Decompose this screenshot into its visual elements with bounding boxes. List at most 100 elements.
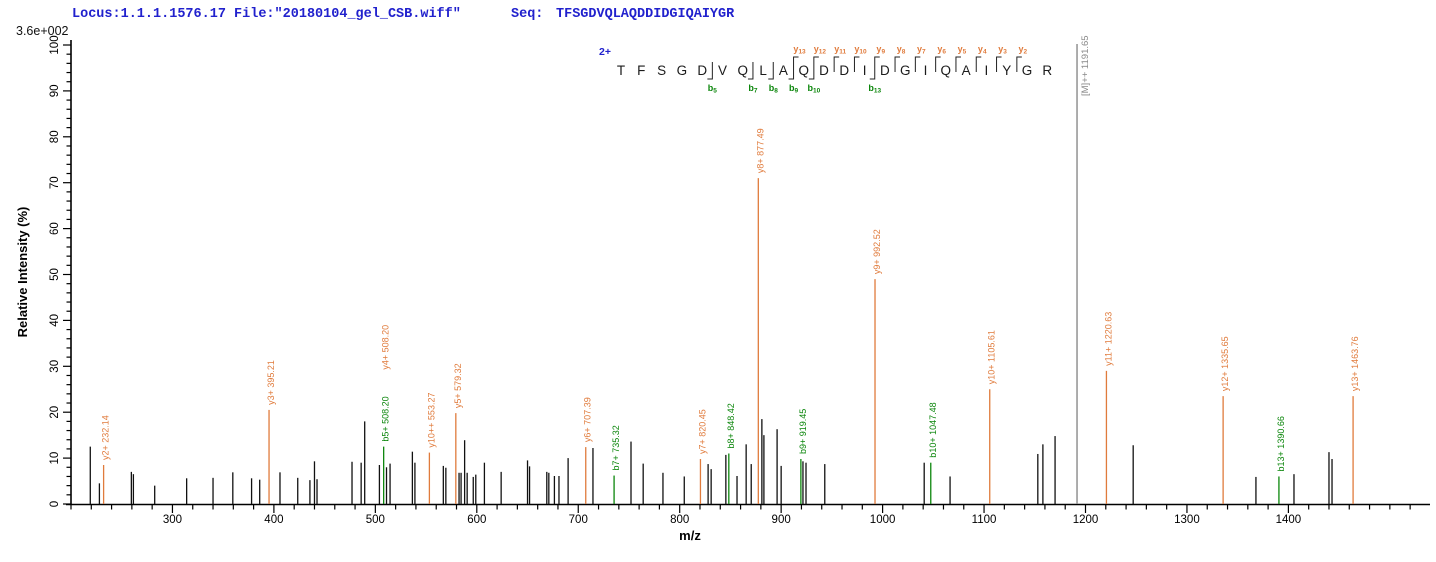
peak-label: b7+ 735.32 xyxy=(611,425,621,470)
peak-label: y10+ 1105.61 xyxy=(987,330,997,384)
cleavage-mark xyxy=(707,62,713,80)
peak-label: y8+ 877.49 xyxy=(755,128,765,173)
y-tick-label: 80 xyxy=(49,130,61,143)
x-tick-label: 1400 xyxy=(1276,514,1302,526)
residue-1: T xyxy=(617,63,625,78)
x-tick-label: 900 xyxy=(772,514,791,526)
y-ion-label-y7: y7 xyxy=(917,44,926,56)
residue-13: I xyxy=(863,63,867,78)
peak-label: y2+ 232.14 xyxy=(101,415,111,460)
peaks: [M]++ 1191.65 y2+ 232.14 y3+ 395.21 b5+ 508… xyxy=(89,35,1360,504)
peak-label: y13+ 1463.76 xyxy=(1350,336,1360,391)
residue-14: D xyxy=(880,63,890,78)
x-axis-title: m/z xyxy=(679,528,701,543)
locus-file-text: Locus:1.1.1.1576.17 File:"20180104_gel_C… xyxy=(72,7,461,22)
residue-2: F xyxy=(637,63,645,78)
b-ion-label-b5: b5 xyxy=(708,83,718,95)
residue-17: Q xyxy=(941,63,952,78)
peak-label: y11+ 1220.63 xyxy=(1103,312,1113,366)
seq-label: Seq: xyxy=(511,7,544,22)
charge-state-label: 2+ xyxy=(599,46,611,58)
cleavage-mark xyxy=(1016,56,1022,72)
residue-8: L xyxy=(759,63,767,78)
y-ion-label-y13: y13 xyxy=(793,44,806,56)
intensity-scale-label: 3.6e+002 xyxy=(16,24,69,38)
b-ion-label-b7: b7 xyxy=(748,83,758,95)
residue-3: S xyxy=(657,63,666,78)
y-ion-label-y6: y6 xyxy=(937,44,946,56)
residue-21: G xyxy=(1022,63,1033,78)
y-tick-label: 50 xyxy=(49,268,61,281)
y-tick-label: 10 xyxy=(49,452,61,465)
peak-label: y5+ 579.32 xyxy=(453,363,463,408)
axes: 300 400 500 600 700 800 900 1000 1100 1200 1300 140… xyxy=(15,35,1430,543)
peak-label: b13+ 1390.66 xyxy=(1276,416,1286,471)
peak-label: y12+ 1335.65 xyxy=(1220,336,1230,391)
seq-value: TFSGDVQLAQDDIDGIQAIYGR xyxy=(556,7,735,22)
peak-label: b9+ 919.45 xyxy=(798,409,808,454)
b-ion-label-b8: b8 xyxy=(769,83,779,95)
cleavage-mark xyxy=(996,56,1002,72)
y-ion-label-y5: y5 xyxy=(958,44,967,56)
cleavage-mark xyxy=(975,56,982,72)
peak-label: b8+ 848.42 xyxy=(726,403,736,448)
residue-20: Y xyxy=(1002,63,1011,78)
residue-16: I xyxy=(924,63,928,78)
x-tick-label: 700 xyxy=(569,514,588,526)
y-tick-label: 30 xyxy=(49,360,61,373)
cleavage-mark xyxy=(869,56,880,80)
cleavage-mark xyxy=(808,56,819,80)
y-ion-label-y9: y9 xyxy=(876,44,885,56)
x-tick-label: 600 xyxy=(467,514,486,526)
peak-label: y10++ 553.27 xyxy=(426,393,436,448)
cleavage-mark xyxy=(853,56,860,72)
residue-6: V xyxy=(718,63,727,78)
b-ion-label-b13: b13 xyxy=(868,83,881,95)
cleavage-mark xyxy=(788,56,799,80)
y-ion-label-y11: y11 xyxy=(834,44,846,56)
y-ion-label-y4: y4 xyxy=(978,44,987,56)
peak-label: y6+ 707.39 xyxy=(583,397,593,442)
x-tick-label: 400 xyxy=(264,514,283,526)
x-tick-label: 500 xyxy=(366,514,385,526)
y-tick-label: 70 xyxy=(49,176,61,189)
cleavage-mark xyxy=(768,62,774,80)
peak-label: y3+ 395.21 xyxy=(266,360,276,405)
x-tick-label: 800 xyxy=(670,514,689,526)
y-ion-label-y3: y3 xyxy=(998,44,1007,56)
residue-15: G xyxy=(900,63,911,78)
cleavage-mark xyxy=(935,56,941,72)
cleavage-mark xyxy=(914,56,921,72)
peak-label: b10+ 1047.48 xyxy=(928,402,938,457)
x-tick-label: 1100 xyxy=(972,514,997,526)
peak-label-stacked: y4+ 508.20 xyxy=(381,325,391,370)
x-tick-label: 1000 xyxy=(870,514,896,526)
precursor-label: [M]++ 1191.65 xyxy=(1080,35,1091,96)
y-tick-label: 40 xyxy=(49,314,61,327)
x-tick-label: 1300 xyxy=(1174,514,1200,526)
x-tick-label: 300 xyxy=(163,514,182,526)
residue-19: I xyxy=(985,63,989,78)
y-axis-title: Relative Intensity (%) xyxy=(15,207,30,338)
y-tick-label: 60 xyxy=(49,222,61,235)
y-ion-label-y10: y10 xyxy=(854,44,867,56)
y-tick-label: 90 xyxy=(49,85,61,98)
y-tick-label: 0 xyxy=(49,501,61,507)
cleavage-mark xyxy=(833,56,840,72)
header: Locus:1.1.1.1576.17 File:"20180104_gel_C… xyxy=(0,7,1436,27)
peak-label: y7+ 820.45 xyxy=(697,409,707,454)
residue-12: D xyxy=(839,63,849,78)
residue-22: R xyxy=(1042,63,1052,78)
y-ion-label-y8: y8 xyxy=(897,44,906,56)
residue-18: A xyxy=(962,63,971,78)
cleavage-mark xyxy=(894,56,901,72)
y-ion-label-y12: y12 xyxy=(814,44,827,56)
b-ion-label-b9: b9 xyxy=(789,83,799,95)
residue-7: Q xyxy=(738,63,749,78)
residue-10: Q xyxy=(798,63,809,78)
peak-label: b5+ 508.20 xyxy=(381,396,391,441)
x-tick-label: 1200 xyxy=(1073,514,1099,526)
